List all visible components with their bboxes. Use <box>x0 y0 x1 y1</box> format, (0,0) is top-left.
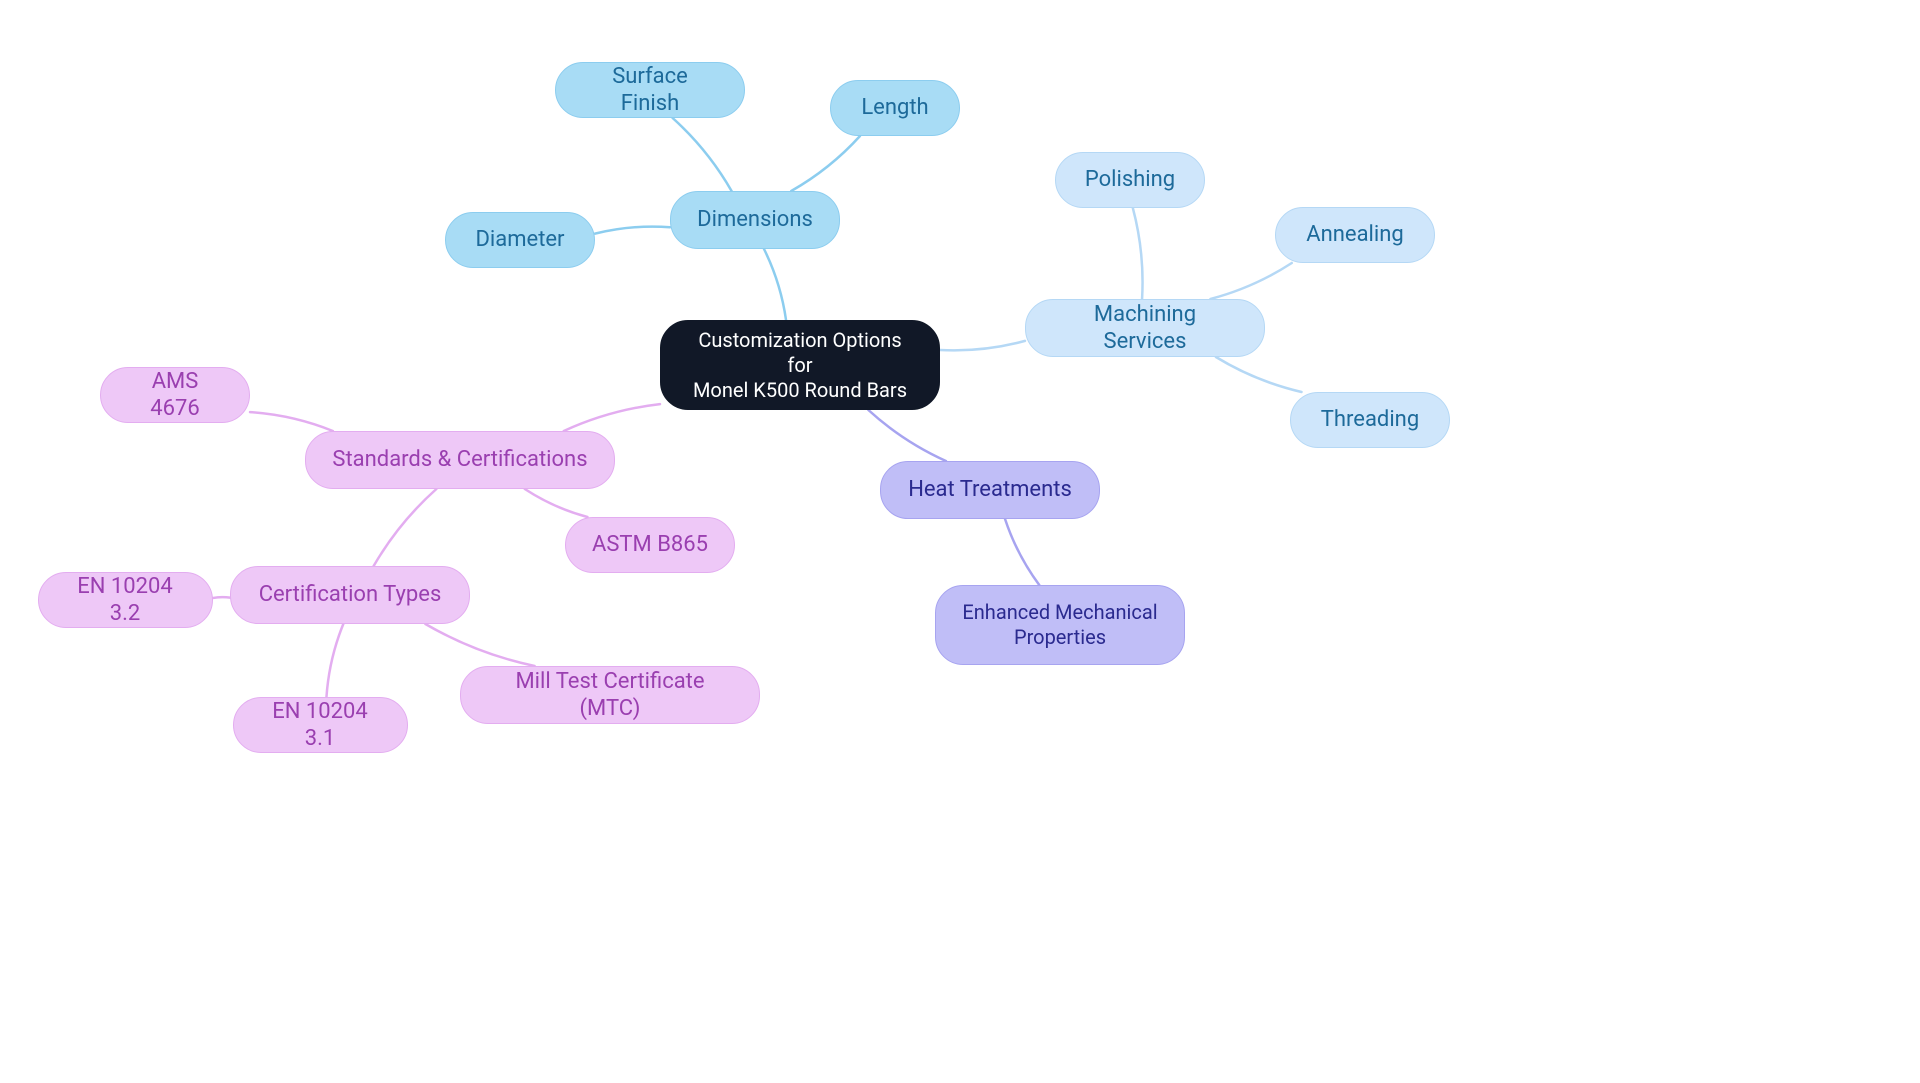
edge-root-standards <box>564 404 660 431</box>
edge-standards-certtypes <box>374 489 437 566</box>
edge-machining-polishing <box>1133 208 1143 299</box>
node-en31: EN 10204 3.1 <box>233 697 408 753</box>
node-threading: Threading <box>1290 392 1450 448</box>
node-machining: Machining Services <box>1025 299 1265 357</box>
node-standards: Standards & Certifications <box>305 431 615 489</box>
edge-dimensions-diameter <box>595 227 670 234</box>
edge-machining-threading <box>1216 357 1302 392</box>
node-length: Length <box>830 80 960 136</box>
node-enhanced: Enhanced Mechanical Properties <box>935 585 1185 665</box>
node-certtypes: Certification Types <box>230 566 470 624</box>
node-surface: Surface Finish <box>555 62 745 118</box>
edge-dimensions-surface <box>673 118 732 191</box>
edge-root-machining <box>940 341 1025 350</box>
node-en32: EN 10204 3.2 <box>38 572 213 628</box>
edge-root-heat <box>868 410 946 461</box>
edge-certtypes-en32 <box>213 597 231 598</box>
edges-layer <box>0 0 1920 1083</box>
edge-certtypes-mtc <box>425 624 534 666</box>
node-diameter: Diameter <box>445 212 595 268</box>
node-heat: Heat Treatments <box>880 461 1100 519</box>
node-mtc: Mill Test Certificate (MTC) <box>460 666 760 724</box>
node-polishing: Polishing <box>1055 152 1205 208</box>
mindmap-canvas: Customization Options for Monel K500 Rou… <box>0 0 1920 1083</box>
node-root: Customization Options for Monel K500 Rou… <box>660 320 940 410</box>
edge-root-dimensions <box>764 249 786 320</box>
edge-standards-astm <box>525 489 588 517</box>
edge-certtypes-en31 <box>326 624 343 697</box>
edge-heat-enhanced <box>1005 519 1039 585</box>
node-astm: ASTM B865 <box>565 517 735 573</box>
edge-standards-ams <box>250 412 333 431</box>
node-annealing: Annealing <box>1275 207 1435 263</box>
node-dimensions: Dimensions <box>670 191 840 249</box>
edge-machining-annealing <box>1210 263 1291 299</box>
edge-dimensions-length <box>791 136 860 191</box>
node-ams: AMS 4676 <box>100 367 250 423</box>
